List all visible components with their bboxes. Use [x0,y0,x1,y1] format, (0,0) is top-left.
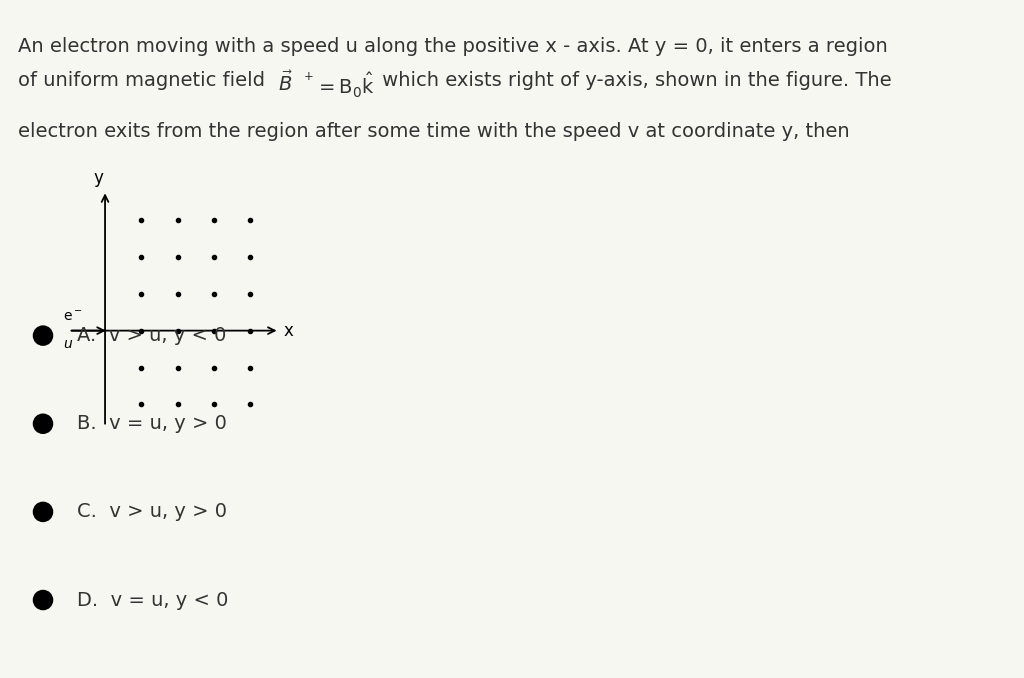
Text: of uniform magnetic field: of uniform magnetic field [18,71,271,90]
Text: u: u [63,337,72,351]
Text: x: x [283,321,293,340]
Text: D.  v = u, y < 0: D. v = u, y < 0 [77,591,228,610]
Text: y: y [93,169,103,186]
Text: $\vec{B}$: $\vec{B}$ [278,71,293,96]
Text: electron exits from the region after some time with the speed v at coordinate y,: electron exits from the region after som… [18,122,850,141]
Text: $^{+}$: $^{+}$ [303,71,313,89]
Text: A.  v > u, y < 0: A. v > u, y < 0 [77,326,226,345]
Text: e$^-$: e$^-$ [63,310,83,324]
Text: B.  v = u, y > 0: B. v = u, y > 0 [77,414,226,433]
Text: An electron moving with a speed u along the positive x - axis. At y = 0, it ente: An electron moving with a speed u along … [18,37,888,56]
Text: C.  v > u, y > 0: C. v > u, y > 0 [77,502,226,521]
Text: $= \mathrm{B_0\hat{k}}$: $= \mathrm{B_0\hat{k}}$ [315,71,376,100]
Text: which exists right of y-axis, shown in the figure. The: which exists right of y-axis, shown in t… [376,71,892,90]
